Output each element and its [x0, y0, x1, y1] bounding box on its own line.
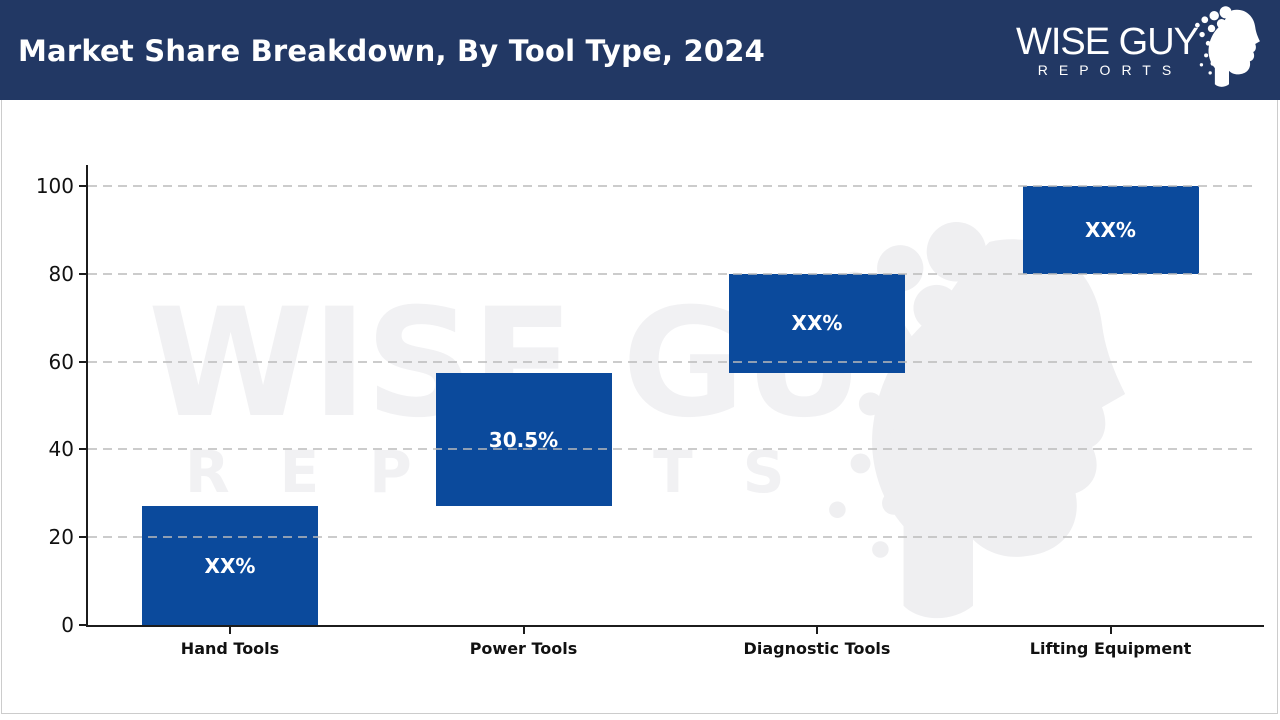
logo-text: WISE GUY REPORTS — [1015, 21, 1199, 78]
y-tick-mark — [79, 360, 86, 363]
y-gridline — [88, 360, 1258, 363]
bar-segment: XX% — [1022, 186, 1199, 274]
bar-segment: 30.5% — [435, 372, 612, 507]
bar-value-label: XX% — [204, 553, 256, 578]
bar-segment: XX% — [729, 273, 905, 373]
y-gridline — [88, 448, 1258, 451]
y-gridline — [88, 185, 1258, 187]
header-bar: Market Share Breakdown, By Tool Type, 20… — [0, 0, 1280, 100]
category-label: Diagnostic Tools — [743, 639, 891, 658]
y-gridline — [88, 536, 1258, 539]
x-axis-line — [86, 625, 1264, 627]
wiseguy-logo: WISE GUY REPORTS — [1016, 4, 1266, 96]
y-tick-label: 60 — [48, 349, 74, 374]
y-tick-label: 40 — [48, 437, 74, 462]
category-label: Lifting Equipment — [1029, 639, 1192, 658]
y-axis-line — [86, 165, 88, 627]
bar-segment: XX% — [142, 506, 318, 625]
logo-wordmark: WISE GUY — [1015, 21, 1199, 63]
category-label: Hand Tools — [180, 639, 280, 658]
bar-value-label: XX% — [791, 311, 843, 336]
y-tick-mark — [79, 448, 86, 451]
x-tick-mark — [816, 627, 818, 634]
page-title: Market Share Breakdown, By Tool Type, 20… — [18, 34, 766, 68]
logo-subtext: REPORTS — [1037, 62, 1183, 78]
y-tick-mark — [79, 272, 86, 275]
y-tick-label: 80 — [48, 261, 74, 286]
bar-value-label: XX% — [1085, 217, 1136, 242]
y-tick-mark — [79, 536, 86, 539]
x-tick-mark — [1109, 627, 1112, 634]
y-tick-label: 0 — [61, 613, 74, 637]
y-tick-label: 100 — [35, 174, 74, 198]
x-tick-mark — [229, 627, 231, 634]
category-label: Power Tools — [469, 639, 578, 658]
y-tick-label: 20 — [48, 525, 74, 550]
y-gridline — [88, 272, 1258, 275]
x-tick-mark — [522, 627, 525, 634]
logo-head-icon — [1195, 6, 1260, 87]
y-tick-mark — [79, 185, 86, 187]
bar-value-label: 30.5% — [488, 427, 559, 452]
y-tick-mark — [79, 624, 86, 626]
